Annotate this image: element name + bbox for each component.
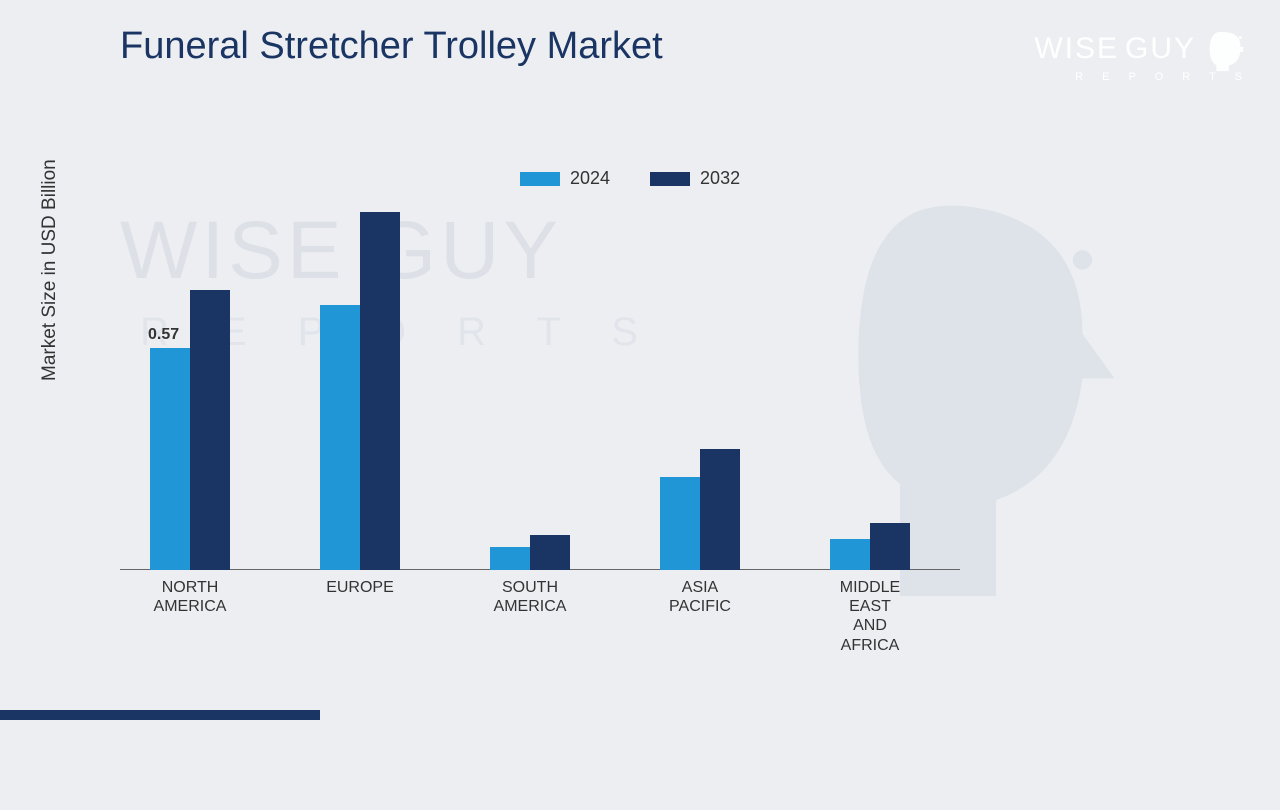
legend-swatch-2032 [650, 172, 690, 186]
y-axis-label: Market Size in USD Billion [39, 159, 61, 381]
chart-title: Funeral Stretcher Trolley Market [120, 25, 663, 68]
legend-label-2024: 2024 [570, 168, 610, 189]
logo-text-2: GUY [1125, 32, 1196, 66]
x-axis-label: NORTH AMERICA [120, 578, 260, 616]
x-axis-label: ASIA PACIFIC [630, 578, 770, 616]
head-icon [1202, 25, 1250, 73]
chart-plot-area: 0.57 [120, 200, 960, 570]
bar-group [320, 212, 400, 570]
bar [360, 212, 400, 570]
chart-container: Funeral Stretcher Trolley Market WISE GU… [0, 0, 1010, 720]
bar [190, 290, 230, 570]
x-axis-label: SOUTH AMERICA [460, 578, 600, 616]
chart-legend: 2024 2032 [520, 168, 740, 189]
bar [870, 523, 910, 570]
bottom-accent-bar [0, 710, 320, 720]
bar [830, 539, 870, 570]
legend-swatch-2024 [520, 172, 560, 186]
bar [150, 348, 190, 570]
brand-logo: WISE GUY R E P O R T S [1034, 25, 1250, 83]
bar [700, 449, 740, 570]
legend-item-2032: 2032 [650, 168, 740, 189]
x-axis-label: EUROPE [290, 578, 430, 597]
bar [490, 547, 530, 570]
bar-value-label: 0.57 [148, 326, 179, 344]
legend-item-2024: 2024 [520, 168, 610, 189]
bar-group [660, 449, 740, 570]
logo-text-1: WISE [1034, 32, 1119, 66]
bar-group [490, 535, 570, 570]
bar [530, 535, 570, 570]
bar-group [830, 523, 910, 570]
legend-label-2032: 2032 [700, 168, 740, 189]
bar [660, 477, 700, 570]
bar [320, 305, 360, 570]
x-axis-label: MIDDLE EAST AND AFRICA [800, 578, 940, 655]
